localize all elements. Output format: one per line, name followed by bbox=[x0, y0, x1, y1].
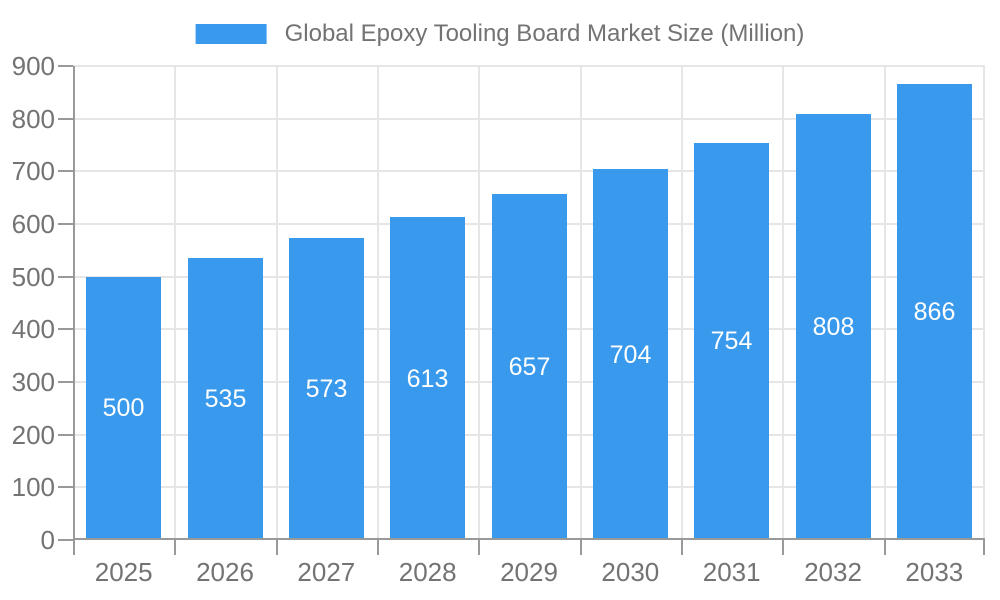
h-gridline bbox=[73, 117, 985, 120]
y-axis-tick bbox=[58, 275, 73, 278]
y-tick-label: 700 bbox=[11, 156, 55, 187]
x-tick-label: 2028 bbox=[398, 557, 457, 587]
y-axis-tick bbox=[58, 328, 73, 331]
x-axis-tick bbox=[275, 540, 278, 555]
y-tick-label: 0 bbox=[40, 525, 55, 555]
y-tick-label: 100 bbox=[11, 472, 55, 503]
bar[interactable]: 808 bbox=[796, 114, 871, 540]
bar[interactable]: 657 bbox=[492, 193, 567, 540]
x-tick-label: 2027 bbox=[297, 557, 356, 587]
bar[interactable]: 613 bbox=[390, 217, 465, 540]
x-axis-tick bbox=[73, 540, 75, 555]
x-axis-tick bbox=[174, 540, 177, 555]
x-axis-tick bbox=[782, 540, 785, 555]
v-gridline bbox=[681, 66, 683, 540]
x-axis-line bbox=[73, 538, 985, 540]
v-gridline bbox=[579, 66, 582, 540]
x-axis-tick bbox=[681, 540, 683, 555]
bar[interactable]: 866 bbox=[897, 83, 972, 540]
bar-value-label: 704 bbox=[609, 340, 652, 369]
bar[interactable]: 573 bbox=[289, 238, 364, 540]
x-axis-tick bbox=[883, 540, 886, 555]
bar-value-label: 535 bbox=[204, 385, 247, 414]
x-tick-label: 2029 bbox=[500, 557, 558, 587]
bar[interactable]: 754 bbox=[694, 142, 769, 540]
legend-swatch-icon bbox=[195, 24, 267, 44]
bar-value-label: 500 bbox=[102, 394, 145, 423]
v-gridline bbox=[983, 66, 985, 540]
x-tick-label: 2032 bbox=[804, 557, 862, 587]
y-axis-tick bbox=[58, 65, 73, 67]
x-tick-label: 2031 bbox=[702, 557, 761, 587]
y-axis-line bbox=[73, 66, 75, 540]
x-axis-tick bbox=[579, 540, 582, 555]
x-axis-tick bbox=[478, 540, 481, 555]
bar-value-label: 754 bbox=[710, 327, 753, 356]
x-tick-label: 2026 bbox=[196, 557, 254, 587]
bar-value-label: 573 bbox=[305, 375, 348, 404]
y-axis-tick bbox=[58, 381, 73, 383]
y-axis-tick bbox=[58, 486, 73, 489]
x-axis-tick bbox=[983, 540, 985, 555]
y-axis-tick bbox=[58, 117, 73, 120]
bar[interactable]: 704 bbox=[593, 169, 668, 540]
h-gridline bbox=[73, 65, 985, 67]
x-tick-label: 2030 bbox=[601, 557, 660, 587]
y-axis-tick bbox=[58, 170, 73, 173]
bar[interactable]: 500 bbox=[86, 276, 161, 540]
v-gridline bbox=[782, 66, 785, 540]
chart-legend[interactable]: Global Epoxy Tooling Board Market Size (… bbox=[195, 20, 805, 48]
v-gridline bbox=[478, 66, 481, 540]
v-gridline bbox=[275, 66, 278, 540]
bar-value-label: 866 bbox=[913, 297, 956, 326]
bar-value-label: 808 bbox=[812, 313, 855, 342]
bar-value-label: 657 bbox=[508, 352, 551, 381]
bar[interactable]: 535 bbox=[188, 258, 263, 540]
y-tick-label: 800 bbox=[11, 103, 55, 134]
bar-value-label: 613 bbox=[406, 364, 449, 393]
y-tick-label: 300 bbox=[11, 367, 55, 397]
y-tick-label: 900 bbox=[11, 51, 55, 81]
v-gridline bbox=[174, 66, 177, 540]
y-tick-label: 200 bbox=[11, 419, 55, 450]
v-gridline bbox=[377, 66, 379, 540]
y-tick-label: 500 bbox=[11, 261, 55, 292]
x-tick-label: 2033 bbox=[905, 557, 964, 587]
plot-area: 500 535 573 613 657 704 754 808 866 bbox=[58, 65, 985, 555]
v-gridline bbox=[883, 66, 886, 540]
y-axis-tick bbox=[58, 223, 73, 225]
x-axis-tick bbox=[377, 540, 379, 555]
y-tick-label: 600 bbox=[11, 209, 55, 239]
x-tick-label: 2025 bbox=[94, 557, 153, 587]
h-gridline bbox=[73, 170, 985, 173]
y-axis-tick bbox=[58, 433, 73, 436]
y-axis-tick bbox=[58, 539, 73, 541]
chart-title: Global Epoxy Tooling Board Market Size (… bbox=[284, 20, 805, 47]
y-tick-label: 400 bbox=[11, 314, 55, 345]
